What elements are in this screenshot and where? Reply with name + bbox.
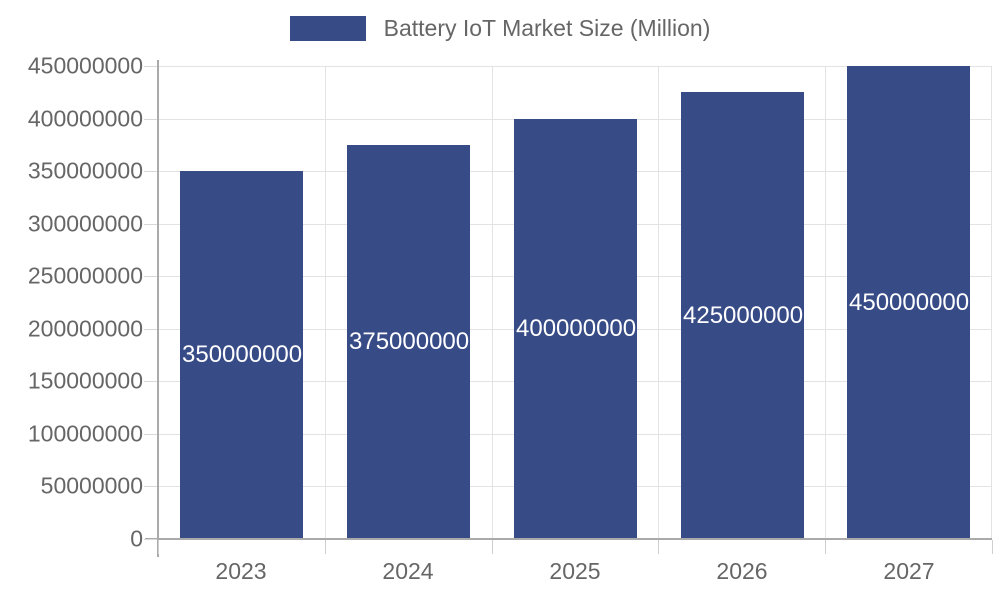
chart-legend: Battery IoT Market Size (Million) [0,0,1000,56]
x-axis-tick-label: 2025 [549,558,601,584]
y-axis-tick-mark [144,486,157,487]
gridline-vertical [325,66,326,539]
gridline-vertical [825,66,826,539]
x-axis-tick-label: 2023 [215,558,267,584]
bar-2023[interactable]: 350000000 [180,171,303,539]
plot-area: 350000000 375000000 400000000 425000000 4500… [158,66,992,540]
gridline-horizontal [158,66,992,67]
y-axis-tick-label: 50000000 [40,472,143,499]
y-axis-tick-mark [144,381,157,382]
y-axis-tick-mark [144,276,157,277]
x-axis-tick-mark [158,540,159,554]
y-axis-tick-label: 350000000 [27,157,143,184]
y-axis-tick-label: 100000000 [27,420,143,447]
y-axis-tick-label: 200000000 [27,315,143,342]
gridline-vertical [492,66,493,539]
x-axis-tick-mark [492,540,493,554]
y-axis-tick-label: 0 [130,525,143,552]
y-axis-tick-label: 300000000 [27,210,143,237]
y-axis-tick-label: 250000000 [27,262,143,289]
bar-value-label: 375000000 [349,328,470,355]
x-axis-tick-label: 2026 [716,558,768,584]
legend-swatch-icon [289,15,366,41]
y-axis-tick-mark [144,434,157,435]
y-axis-tick-label: 450000000 [27,52,143,79]
y-axis-tick-mark [144,119,157,120]
bar-2026[interactable]: 425000000 [681,92,804,539]
y-axis-tick-mark [144,329,157,330]
plot-right-edge [991,66,992,539]
y-axis-tick-mark [144,224,157,225]
x-axis-tick-mark [825,540,826,554]
x-axis-tick-mark [325,540,326,554]
gridline-vertical [658,66,659,539]
y-axis-tick-mark [144,66,157,67]
legend-item-label: Battery IoT Market Size (Million) [383,14,711,41]
x-axis-tick-label: 2024 [382,558,434,584]
y-axis-line [157,60,159,557]
y-axis-tick-mark [144,539,157,540]
y-axis-tick-labels: 0 50000000 100000000 150000000 200000000 2500… [0,54,143,550]
y-axis-tick-mark [144,171,157,172]
x-axis-line [145,538,992,540]
x-axis-tick-mark [992,540,993,554]
bar-2027[interactable]: 450000000 [847,66,970,539]
bar-value-label: 400000000 [516,315,637,342]
x-axis-tick-mark [658,540,659,554]
bar-value-label: 450000000 [849,288,970,316]
y-axis-tick-label: 150000000 [27,367,143,394]
bar-value-label: 425000000 [683,301,804,329]
bar-2025[interactable]: 400000000 [514,119,637,539]
bar-2024[interactable]: 375000000 [347,145,470,539]
x-axis-tick-label: 2027 [883,558,935,584]
y-axis-tick-label: 400000000 [27,105,143,132]
bar-value-label: 350000000 [182,341,303,368]
legend-item-battery-iot-market-size[interactable]: Battery IoT Market Size (Million) [289,14,711,41]
